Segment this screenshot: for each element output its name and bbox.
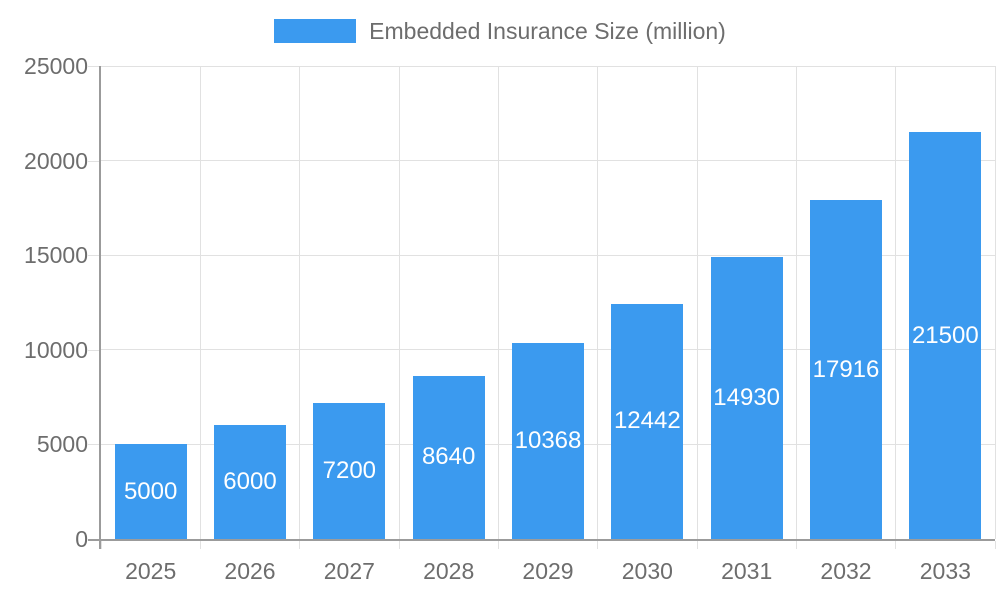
gridline-vertical [299,66,301,539]
plot-area: 5000 6000 7200 8640 10368 12442 14930 17916 2150… [101,65,996,539]
y-axis-tick [88,349,101,351]
y-axis-tick [88,160,101,162]
x-axis-tick [795,541,797,549]
x-axis-tick [497,541,499,549]
bar-value-label: 5000 [123,477,178,505]
y-tick-label: 0 [75,526,88,552]
x-tick-label: 2025 [125,558,177,584]
y-axis-line [99,66,101,549]
x-axis-tick [696,541,698,549]
y-tick-label: 15000 [24,242,88,269]
bar[interactable]: 21500 [909,132,982,539]
x-tick-label: 2026 [224,558,276,584]
x-tick-label: 2027 [323,558,375,584]
x-axis-tick [895,541,897,549]
bar-value-label: 8640 [421,443,476,471]
x-tick-label: 2029 [522,558,574,584]
gridline-horizontal [101,65,995,67]
bar-value-label: 21500 [911,321,979,349]
bar-value-label: 10368 [514,426,582,454]
gridline-vertical [597,66,599,539]
x-axis-tick [398,541,400,549]
bar-value-label: 6000 [223,468,277,496]
gridline-vertical [696,66,698,539]
bar[interactable]: 12442 [611,303,684,539]
legend[interactable]: Embedded Insurance Size (million) [0,15,1000,47]
bar[interactable]: 14930 [710,256,783,539]
y-tick-label: 25000 [24,53,88,79]
x-axis-tick [100,541,102,549]
x-axis-tick [994,541,996,549]
bar[interactable]: 8640 [412,375,485,539]
y-tick-label: 20000 [24,147,88,174]
y-axis-tick [88,66,101,67]
x-axis-tick [597,541,599,549]
bar-value-label: 14930 [713,383,781,411]
x-tick-label: 2031 [721,558,773,584]
gridline-vertical [994,66,996,539]
gridline-vertical [497,66,499,539]
gridline-vertical [398,66,400,539]
bar[interactable]: 6000 [214,425,286,539]
gridline-vertical [895,66,897,539]
bar[interactable]: 5000 [114,444,187,539]
x-axis-line [88,539,995,541]
x-tick-label: 2030 [621,558,673,584]
bar-value-label: 12442 [613,407,681,435]
legend-swatch-icon [274,19,357,43]
y-tick-label: 10000 [24,336,88,363]
bar-value-label: 7200 [322,456,377,484]
gridline-horizontal [101,254,995,256]
y-axis-tick [88,444,101,446]
y-axis-tick [88,255,101,257]
bar[interactable]: 17916 [810,200,882,539]
gridline-horizontal [101,160,995,162]
x-tick-label: 2033 [919,558,971,584]
x-axis-tick [299,541,301,549]
gridline-vertical [199,66,201,539]
legend-label: Embedded Insurance Size (million) [369,17,726,44]
bar-value-label: 17916 [812,355,880,383]
bar[interactable]: 10368 [512,342,584,539]
y-tick-label: 5000 [36,431,88,458]
x-tick-label: 2032 [820,558,872,584]
x-axis-tick [199,541,201,549]
x-tick-label: 2028 [423,558,475,584]
bar[interactable]: 7200 [313,402,386,539]
gridline-vertical [795,66,797,539]
